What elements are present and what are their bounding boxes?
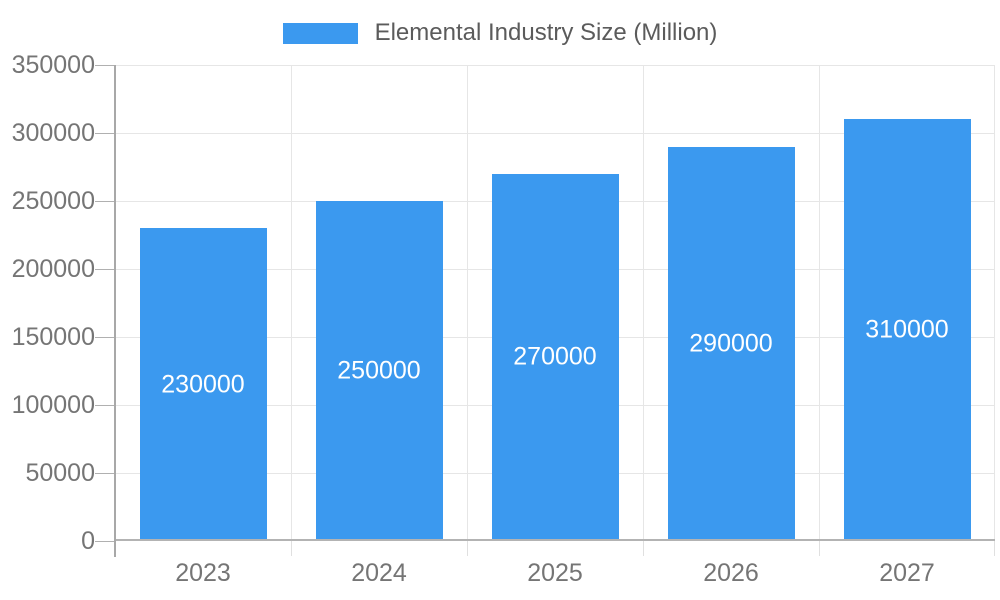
y-axis-tick (95, 132, 115, 134)
legend-swatch (282, 22, 358, 44)
gridline-vertical (819, 65, 820, 541)
x-axis-label-2023: 2023 (175, 559, 231, 587)
y-axis-label: 50000 (25, 459, 95, 487)
gridline-horizontal (115, 64, 995, 66)
gridline-vertical (643, 65, 644, 541)
x-axis-label-2026: 2026 (703, 559, 759, 587)
y-axis-tick (95, 404, 115, 406)
bar-value-label: 290000 (689, 329, 773, 358)
bar-2023[interactable]: 230000 (139, 228, 267, 541)
y-axis-tick (95, 64, 115, 66)
bar-2027[interactable]: 310000 (843, 119, 971, 541)
x-axis-boundary-tick (994, 541, 995, 556)
bar-2026[interactable]: 290000 (667, 146, 795, 541)
x-axis-label-2025: 2025 (527, 559, 583, 587)
x-axis-baseline (115, 539, 995, 541)
x-axis-label-2024: 2024 (351, 559, 407, 587)
gridline-vertical (291, 65, 292, 541)
y-axis-line (114, 65, 116, 557)
gridline-vertical (994, 65, 995, 541)
x-axis-label-2027: 2027 (879, 559, 935, 587)
bar-2024[interactable]: 250000 (315, 201, 443, 541)
bar-value-label: 310000 (865, 315, 949, 344)
y-axis-tick (95, 268, 115, 270)
bar-value-label: 270000 (513, 342, 597, 371)
y-axis-label: 0 (81, 527, 95, 555)
bar-value-label: 250000 (337, 356, 421, 385)
gridline-horizontal (115, 132, 995, 134)
legend-label: Elemental Industry Size (Million) (374, 19, 718, 46)
y-axis-label: 200000 (11, 255, 95, 283)
y-axis-label: 150000 (11, 323, 95, 351)
plot-area: 0 50000 100000 150000 200000 250000 300000 3500… (12, 51, 995, 587)
x-axis-boundary-tick (643, 541, 644, 556)
y-axis-tick (95, 336, 115, 338)
y-axis-tick (95, 200, 115, 202)
y-axis-tick (95, 472, 115, 474)
bar-2025[interactable]: 270000 (491, 173, 619, 541)
chart-legend: Elemental Industry Size (Million) (0, 18, 1000, 48)
y-axis-label: 350000 (11, 51, 95, 79)
gridline-vertical (467, 65, 468, 541)
x-axis-boundary-tick (291, 541, 292, 556)
x-axis-boundary-tick (467, 541, 468, 556)
y-axis-tick (95, 540, 115, 542)
y-axis-label: 100000 (11, 391, 95, 419)
y-axis-label: 250000 (11, 187, 95, 215)
bar-value-label: 230000 (161, 370, 245, 399)
x-axis-boundary-tick (819, 541, 820, 556)
y-axis-label: 300000 (11, 119, 95, 147)
